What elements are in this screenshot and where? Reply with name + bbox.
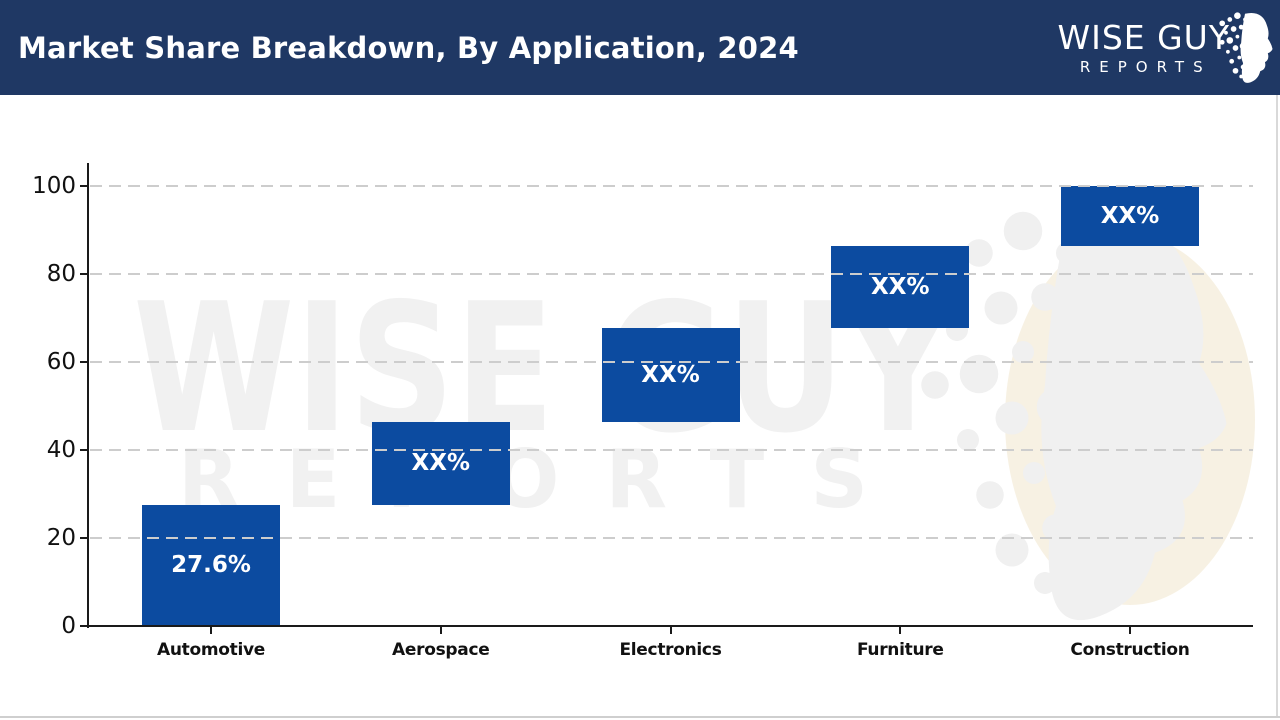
x-category-label-aerospace: Aerospace [392, 640, 490, 660]
x-category-label-furniture: Furniture [856, 640, 944, 660]
logo-subtitle: REPORTS [1079, 58, 1212, 76]
bar-automotive: 27.6% [142, 504, 280, 626]
bar-construction: XX% [1061, 186, 1199, 246]
bar-aerospace: XX% [371, 422, 510, 505]
logo-title: WISE GUY [1057, 18, 1230, 57]
y-tick-mark-100 [80, 185, 88, 187]
watermark-subtitle-text: REPORTS [178, 433, 868, 526]
y-tick-mark-80 [80, 273, 88, 275]
bar-furniture: XX% [831, 245, 970, 329]
y-tick-label-20: 20 [46, 525, 76, 551]
x-tick-mark-construction [1129, 626, 1131, 634]
x-category-label-automotive: Automotive [156, 640, 266, 660]
gridline-40 [90, 449, 1253, 451]
page-title: Market Share Breakdown, By Application, … [18, 30, 799, 65]
bar-value-label-aerospace: XX% [411, 450, 470, 477]
bar-value-label-construction: XX% [1100, 202, 1160, 229]
x-category-label-electronics: Electronics [619, 640, 722, 660]
y-tick-mark-20 [80, 537, 88, 539]
y-tick-mark-60 [80, 361, 88, 363]
x-tick-mark-aerospace [439, 626, 442, 634]
header-bar: Market Share Breakdown, By Application, … [0, 0, 1280, 95]
bar-electronics: XX% [601, 328, 740, 423]
bar-value-label-electronics: XX% [641, 362, 700, 389]
y-tick-label-80: 80 [46, 261, 76, 287]
gridline-20 [90, 537, 1253, 539]
bar-value-label-furniture: XX% [870, 273, 930, 300]
watermark-title-text: WISE GUY [133, 265, 953, 472]
y-tick-mark-40 [80, 449, 88, 451]
bar-value-label-automotive: 27.6% [171, 552, 251, 579]
x-tick-mark-automotive [210, 626, 212, 634]
y-tick-mark-0 [80, 625, 88, 627]
gridline-80 [90, 273, 1253, 275]
x-category-label-construction: Construction [1070, 640, 1190, 660]
y-tick-label-100: 100 [32, 173, 76, 199]
x-tick-mark-furniture [899, 626, 902, 634]
y-tick-label-40: 40 [46, 437, 76, 463]
y-tick-label-60: 60 [46, 349, 76, 375]
frame-bottom-border [0, 716, 1280, 718]
x-tick-mark-electronics [669, 626, 672, 634]
y-tick-label-0: 0 [61, 613, 76, 639]
gridline-60 [90, 361, 1253, 363]
y-axis-spine [87, 163, 89, 628]
gridline-100 [90, 185, 1253, 187]
frame-right-border [1276, 95, 1278, 718]
wise-guy-logo: WISE GUY REPORTS [1057, 7, 1274, 89]
logo-text: WISE GUY REPORTS [1057, 18, 1230, 77]
